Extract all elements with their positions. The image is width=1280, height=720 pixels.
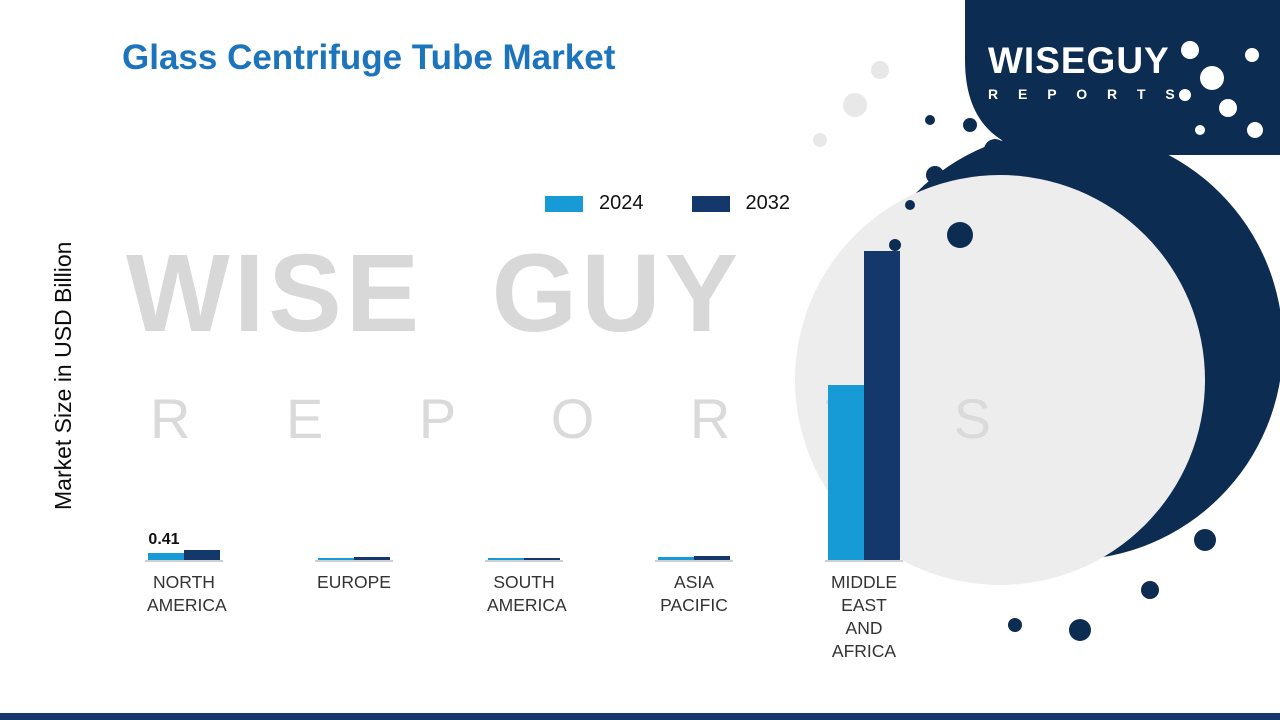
logo-subtitle: R E P O R T S [988, 86, 1183, 102]
y-axis-label: Market Size in USD Billion [50, 241, 76, 511]
legend-item-2032: 2032 [691, 192, 791, 215]
axis-tick-line [825, 560, 903, 562]
axis-tick-line [485, 560, 563, 562]
category-label-south-america: SOUTH AMERICA [487, 572, 567, 616]
category-label-asia-pacific: ASIA PACIFIC [660, 572, 728, 616]
chart-group-middle-east-and-africa: MIDDLE EAST AND AFRICA [779, 226, 949, 663]
bar-2032-north-america [184, 550, 220, 560]
bar-value-label: 0.41 [148, 531, 180, 548]
legend-label-2032: 2032 [745, 192, 791, 214]
chart-group-south-america: SOUTH AMERICA [439, 226, 609, 663]
bar-2024-europe [318, 558, 354, 560]
wiseguy-logo: WISEGUY R E P O R T S [988, 40, 1183, 102]
chart-legend: 2024 2032 [545, 192, 790, 215]
bar-2032-asia-pacific [694, 556, 730, 560]
logo-wordmark: WISEGUY [988, 40, 1170, 81]
bar-2024-asia-pacific [658, 557, 694, 560]
footer-bar [0, 713, 1280, 720]
chart-group-europe: EUROPE [269, 226, 439, 663]
legend-label-2024: 2024 [599, 192, 644, 214]
bar-2024-north-america [148, 553, 184, 560]
bar-2032-middle-east-and-africa [864, 251, 900, 560]
bar-2032-europe [354, 557, 390, 560]
bar-2024-middle-east-and-africa [828, 385, 864, 560]
chart-group-asia-pacific: ASIA PACIFIC [609, 226, 779, 663]
legend-swatch-2024 [545, 195, 583, 212]
legend-item-2024: 2024 [545, 192, 644, 215]
bar-chart: 0.41 NORTH AMERICA EUROPE SOUTH AMERICA ASIA… [99, 226, 949, 663]
watermark-line1: WISE GUY [126, 232, 743, 355]
axis-tick-line [655, 560, 733, 562]
category-label-middle-east-and-africa: MIDDLE EAST AND AFRICA [830, 572, 898, 662]
category-label-europe: EUROPE [317, 572, 391, 592]
bar-2032-south-america [524, 558, 560, 560]
axis-tick-line [315, 560, 393, 562]
legend-swatch-2032 [691, 195, 730, 212]
axis-tick-line [145, 560, 223, 562]
category-label-north-america: NORTH AMERICA [147, 572, 227, 616]
bar-2024-south-america [488, 558, 524, 560]
chart-group-north-america: 0.41 NORTH AMERICA [99, 226, 269, 663]
page-title: Glass Centrifuge Tube Market [122, 38, 616, 77]
